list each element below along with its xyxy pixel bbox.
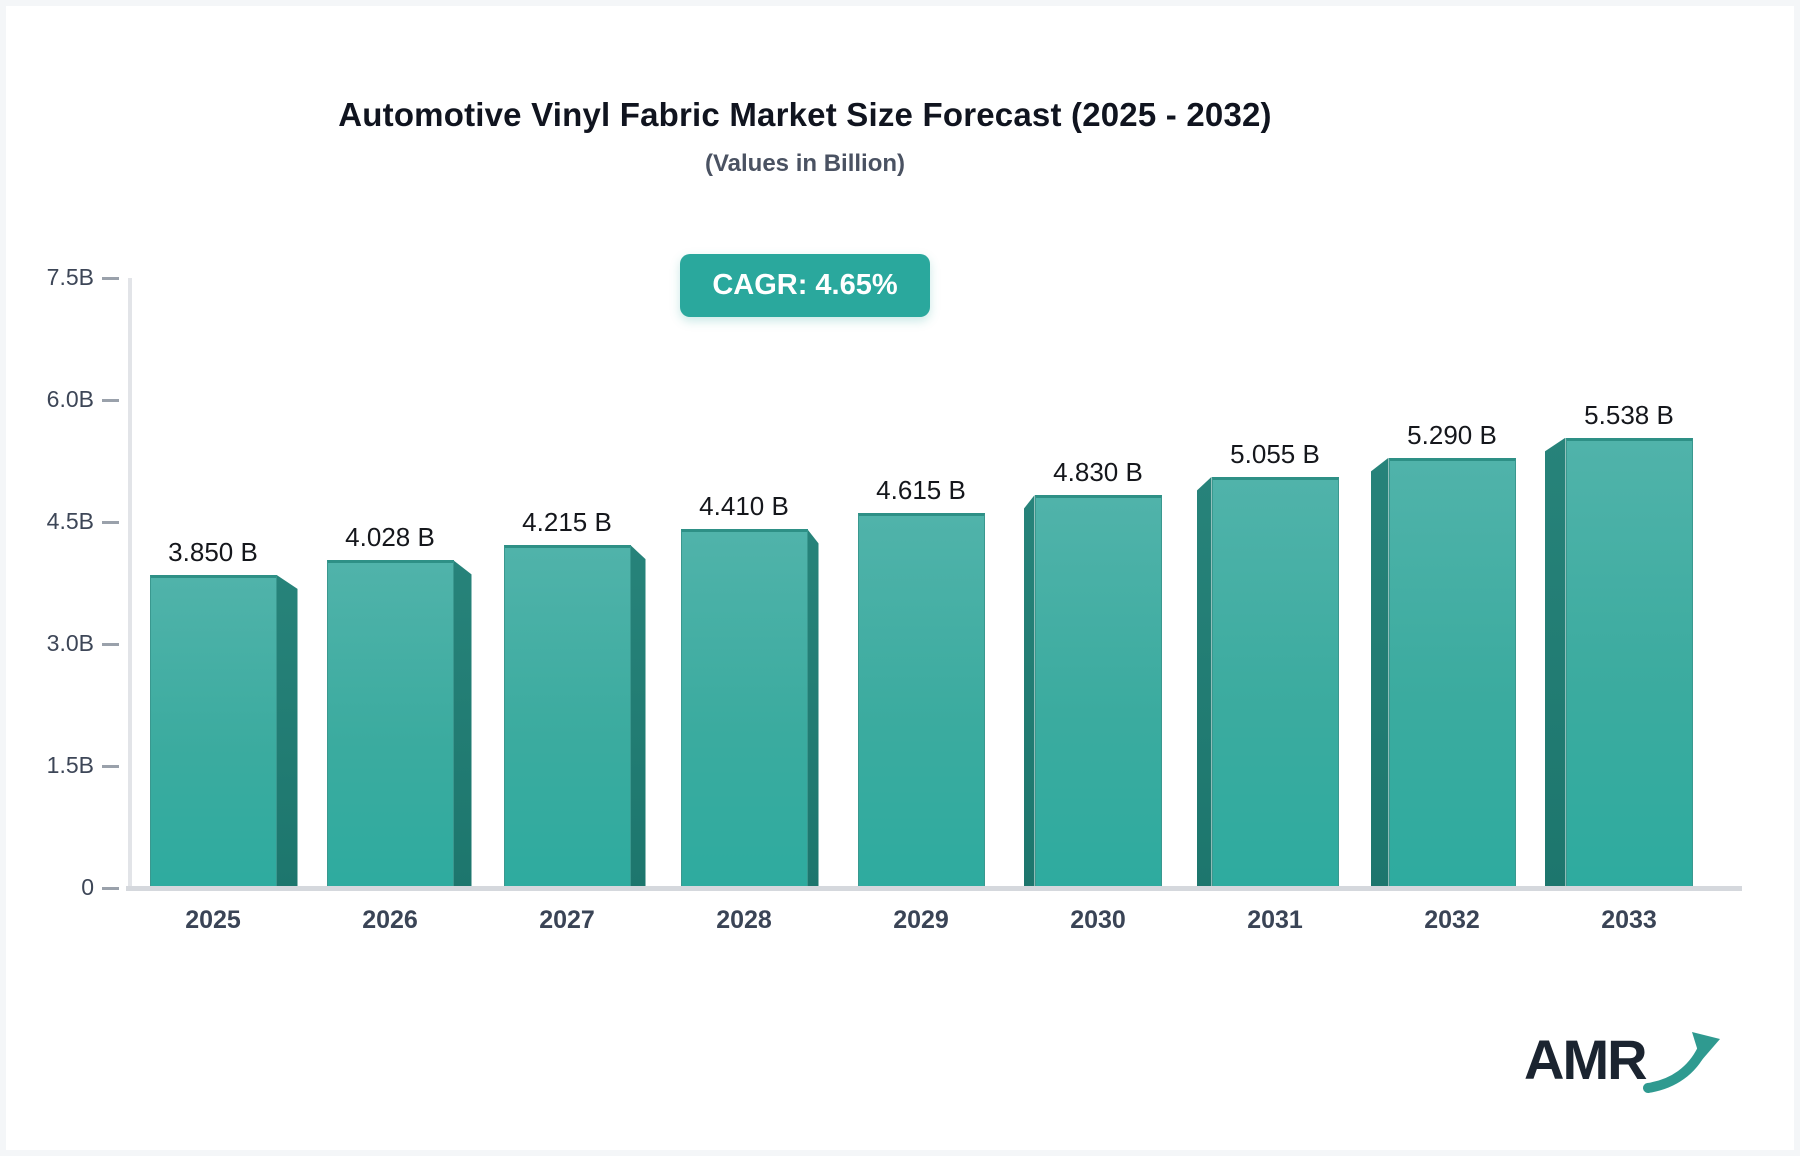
bar xyxy=(857,512,985,888)
bar-value-label: 5.290 B xyxy=(1407,419,1497,450)
bar-value-label: 3.850 B xyxy=(168,536,258,567)
bar xyxy=(503,545,631,888)
bar-side-3d xyxy=(1544,437,1566,888)
bar-side-3d xyxy=(807,529,819,888)
bar-value-label: 4.410 B xyxy=(699,491,789,522)
bar-value-label: 4.028 B xyxy=(345,522,435,553)
bar-value-label: 4.215 B xyxy=(522,507,612,538)
x-axis-label: 2027 xyxy=(539,906,595,934)
amr-logo-text: AMR xyxy=(1524,1028,1648,1091)
bar-value-label: 5.538 B xyxy=(1584,399,1674,430)
bar-side-3d xyxy=(453,560,472,888)
y-tick-label: 7.5B xyxy=(46,264,94,290)
y-axis-line xyxy=(128,278,132,890)
bar xyxy=(680,529,808,888)
bar xyxy=(149,574,277,888)
x-axis-label: 2030 xyxy=(1070,906,1126,934)
y-tick xyxy=(102,399,119,402)
y-tick xyxy=(102,765,119,768)
y-tick xyxy=(102,887,119,890)
x-axis-label: 2025 xyxy=(185,906,241,934)
y-tick-label: 0 xyxy=(81,874,94,900)
cagr-badge-wrap: CAGR: 4.65% xyxy=(6,254,1604,317)
bar-value-label: 4.615 B xyxy=(876,474,966,505)
bar xyxy=(326,560,454,888)
x-axis-label: 2028 xyxy=(716,906,772,934)
bar-side-3d xyxy=(630,545,646,888)
x-axis-label: 2031 xyxy=(1247,906,1303,934)
chart-subtitle: (Values in Billion) xyxy=(704,150,906,177)
bar xyxy=(1388,457,1516,888)
y-tick xyxy=(102,277,119,280)
cagr-badge: CAGR: 4.65% xyxy=(680,254,930,317)
bar-value-label: 5.055 B xyxy=(1230,438,1320,469)
amr-logo: AMR xyxy=(1524,1032,1724,1099)
bar xyxy=(1565,437,1693,888)
y-tick xyxy=(102,643,119,646)
bar-side-3d xyxy=(1023,495,1035,888)
bar xyxy=(1211,476,1339,888)
bar-side-3d xyxy=(1370,457,1389,888)
chart-card: Automotive Vinyl Fabric Market Size Fore… xyxy=(6,6,1794,1150)
bar-value-label: 4.830 B xyxy=(1053,457,1143,488)
growth-arrow-icon xyxy=(1640,1030,1724,1099)
bar xyxy=(1034,495,1162,888)
y-tick-label: 1.5B xyxy=(46,752,94,778)
bar-side-3d xyxy=(1196,476,1212,888)
bar-side-3d xyxy=(276,574,298,888)
y-tick-label: 6.0B xyxy=(46,386,94,412)
y-tick-label: 3.0B xyxy=(46,630,94,656)
y-tick xyxy=(102,521,119,524)
x-axis-label: 2026 xyxy=(362,906,418,934)
x-axis-label: 2029 xyxy=(893,906,949,934)
x-axis-line xyxy=(126,886,1742,891)
chart-title: Automotive Vinyl Fabric Market Size Fore… xyxy=(338,96,1272,133)
x-axis-label: 2033 xyxy=(1601,906,1657,934)
x-axis-label: 2032 xyxy=(1424,906,1480,934)
plot-area: 7.5B 6.0B 4.5B 3.0B 1.5B 0 3.850 B 2025 4.028 B 2… xyxy=(6,6,1794,1150)
y-tick-label: 4.5B xyxy=(46,508,94,534)
